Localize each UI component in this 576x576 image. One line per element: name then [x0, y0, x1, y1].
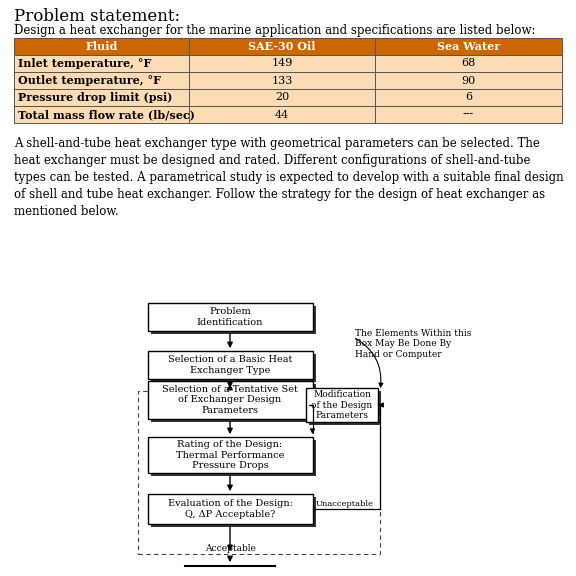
Text: mentioned below.: mentioned below. — [14, 205, 119, 218]
Text: 68: 68 — [461, 59, 476, 69]
Text: Selection of a Basic Heat
Exchanger Type: Selection of a Basic Heat Exchanger Type — [168, 355, 292, 375]
Text: Design a heat exchanger for the marine application and specifications are listed: Design a heat exchanger for the marine a… — [14, 24, 536, 37]
Bar — [189, 106, 375, 123]
Text: Evaluation of the Design:
Q, ΔP Acceptable?: Evaluation of the Design: Q, ΔP Acceptab… — [168, 499, 293, 519]
Bar — [150, 440, 316, 476]
Text: 6: 6 — [465, 93, 472, 103]
Bar — [375, 89, 562, 106]
Text: Fluid: Fluid — [85, 41, 118, 52]
Text: Problem statement:: Problem statement: — [14, 8, 180, 25]
Text: Acceptable: Acceptable — [204, 544, 255, 553]
Bar — [147, 437, 313, 473]
Text: 44: 44 — [275, 109, 289, 119]
Text: Unacceptable: Unacceptable — [316, 500, 373, 508]
Bar — [375, 106, 562, 123]
Text: Rating of the Design:
Thermal Performance
Pressure Drops: Rating of the Design: Thermal Performanc… — [176, 440, 284, 470]
Text: Pressure drop limit (psi): Pressure drop limit (psi) — [18, 92, 172, 103]
Bar — [147, 494, 313, 524]
Text: Modification
of the Design
Parameters: Modification of the Design Parameters — [312, 390, 373, 420]
Bar — [150, 497, 316, 527]
Bar — [375, 72, 562, 89]
Text: SAE-30 Oil: SAE-30 Oil — [248, 41, 316, 52]
Bar — [147, 303, 313, 331]
Bar — [14, 38, 189, 55]
Bar — [147, 381, 313, 419]
Bar — [306, 388, 378, 422]
Text: The Elements Within this
Box May Be Done By
Hand or Computer: The Elements Within this Box May Be Done… — [355, 329, 471, 359]
Text: Total mass flow rate (lb/sec): Total mass flow rate (lb/sec) — [18, 109, 195, 120]
Bar — [14, 72, 189, 89]
Text: 149: 149 — [271, 59, 293, 69]
Bar — [138, 391, 380, 554]
Bar — [150, 354, 316, 382]
Bar — [189, 72, 375, 89]
Text: heat exchanger must be designed and rated. Different configurations of shell-and: heat exchanger must be designed and rate… — [14, 154, 530, 167]
Text: Problem
Identification: Problem Identification — [197, 308, 263, 327]
Bar — [14, 55, 189, 72]
Text: Sea Water: Sea Water — [437, 41, 500, 52]
Bar — [147, 351, 313, 379]
Text: of shell and tube heat exchanger. Follow the strategy for the design of heat exc: of shell and tube heat exchanger. Follow… — [14, 188, 545, 201]
FancyArrowPatch shape — [355, 338, 383, 387]
Text: Selection of a Tentative Set
of Exchanger Design
Parameters: Selection of a Tentative Set of Exchange… — [162, 385, 298, 415]
Text: 133: 133 — [271, 75, 293, 85]
Bar — [150, 306, 316, 334]
Bar — [14, 106, 189, 123]
Bar — [189, 89, 375, 106]
Text: 90: 90 — [461, 75, 476, 85]
Text: Outlet temperature, °F: Outlet temperature, °F — [18, 75, 161, 86]
Text: types can be tested. A parametrical study is expected to develop with a suitable: types can be tested. A parametrical stud… — [14, 171, 564, 184]
Bar — [309, 391, 381, 425]
Bar — [189, 38, 375, 55]
Bar — [375, 55, 562, 72]
Bar — [189, 55, 375, 72]
Bar — [375, 38, 562, 55]
Text: 20: 20 — [275, 93, 289, 103]
Bar — [150, 384, 316, 422]
Text: Inlet temperature, °F: Inlet temperature, °F — [18, 58, 151, 69]
Bar — [14, 89, 189, 106]
Text: ---: --- — [463, 109, 474, 119]
Text: A shell-and-tube heat exchanger type with geometrical parameters can be selected: A shell-and-tube heat exchanger type wit… — [14, 137, 540, 150]
